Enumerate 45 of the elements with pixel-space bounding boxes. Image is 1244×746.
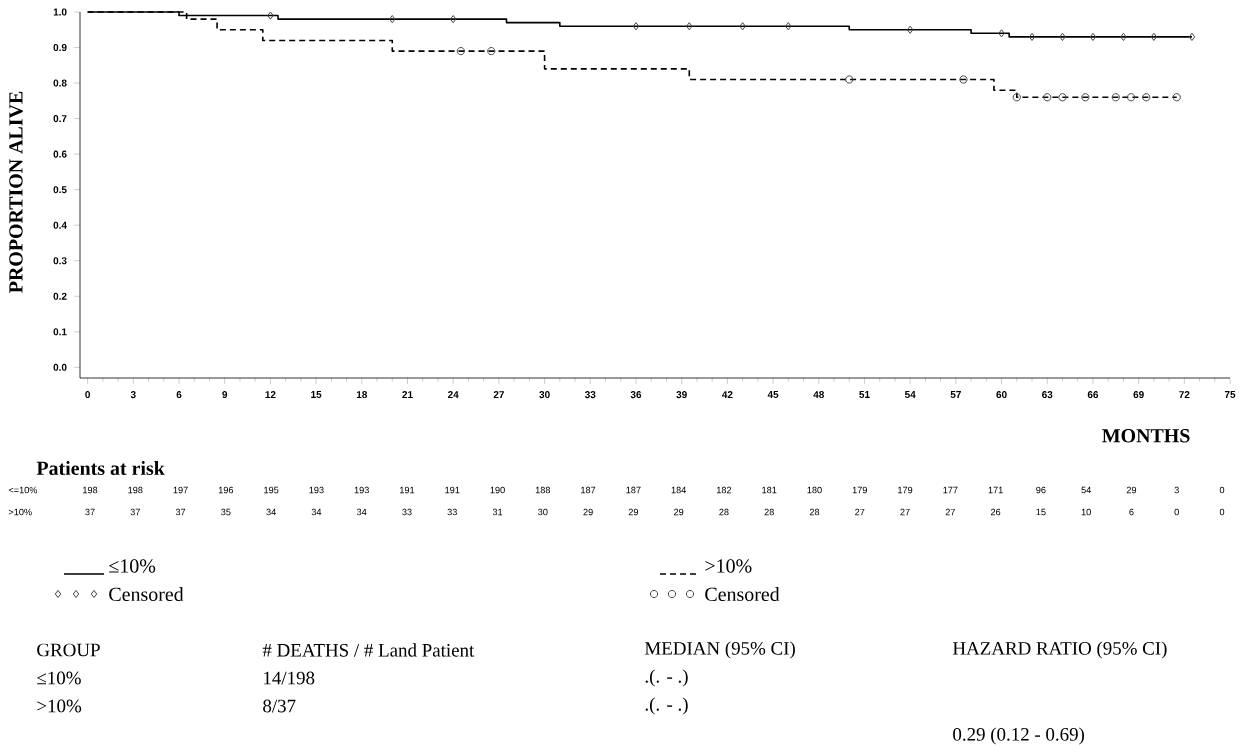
text: >10% [37,699,82,713]
point [1043,93,1052,102]
text: # DEATHS / # Land Patient [262,643,475,657]
point [1172,93,1181,102]
text: ≤10% [37,671,81,685]
point [739,22,746,31]
point [906,25,914,34]
point [1081,93,1090,102]
point [1058,93,1067,102]
text: .(. - .) [645,669,688,687]
text: 0.29 (0.12 - 0.69) [953,727,1085,745]
point [686,22,693,31]
point [785,22,792,31]
point [267,11,274,20]
point [1120,32,1127,41]
point [1059,32,1066,41]
text: 14/198 [264,671,315,685]
text: 8/37 [263,699,296,713]
point [998,29,1005,38]
point [845,75,854,84]
point [1111,93,1120,102]
point [487,46,496,56]
text: Patients at risk [36,460,165,476]
text: GROUP [37,643,100,657]
point [389,15,396,24]
y-axis-title: PROPORTION ALIVE [9,91,23,293]
point [632,22,640,31]
legend-label: Censored [705,586,780,602]
text: MEDIAN (95% CI) [644,641,795,659]
point [449,15,457,24]
legend-label: Censored [109,586,184,602]
point [456,46,465,56]
point [1089,32,1097,41]
text: HAZARD RATIO (95% CI) [952,641,1167,659]
point [1012,93,1021,102]
point [959,75,968,84]
point [1188,32,1196,41]
point [1126,93,1136,102]
point [1150,32,1158,41]
legend-label: ≤10% [109,559,156,573]
legend-label: >10% [705,559,752,573]
point [1142,93,1151,102]
point [1028,32,1036,41]
x-axis-title: MONTHS [1102,429,1190,443]
text: .(. - .) [645,697,688,715]
